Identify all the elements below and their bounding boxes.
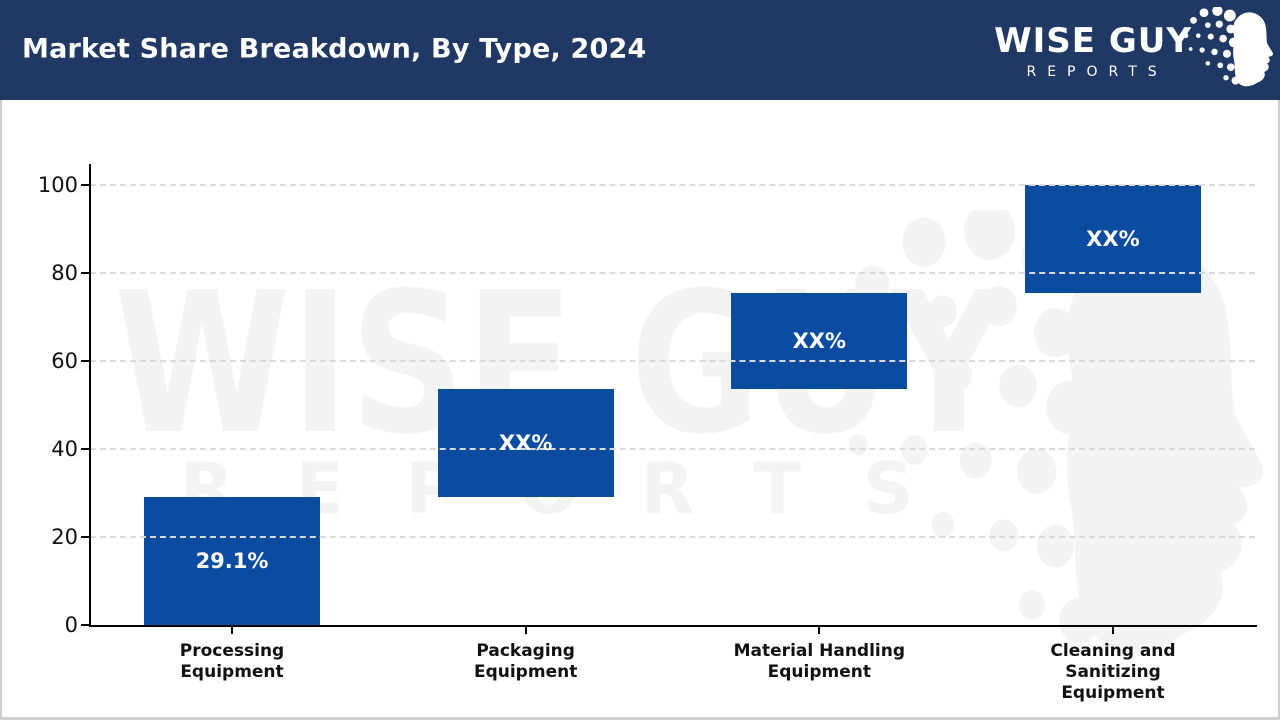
x-tick [524, 627, 527, 634]
y-tick-label: 80 [51, 261, 78, 285]
wiseguy-logo-text: WISE GUY REPORTS [994, 21, 1192, 80]
bar-material-handling-equipment [731, 292, 908, 390]
logo-name-text: WISE GUY [994, 20, 1192, 61]
gridline [90, 360, 1255, 362]
y-tick [81, 360, 90, 362]
category-label-line: Equipment [1061, 683, 1165, 703]
category-label-line: Equipment [473, 662, 578, 682]
x-tick [231, 627, 233, 634]
logo-sub-text: REPORTS [1026, 63, 1168, 80]
wiseguy-face-logo-icon [1183, 7, 1274, 87]
bar-value-label: XX% [792, 328, 847, 353]
gridline [90, 272, 1255, 274]
y-tick-label: 60 [51, 349, 78, 373]
chart-canvas: WISE GUY REPORTS 02040608010029.1%Proces… [0, 100, 1280, 720]
x-tick [1112, 627, 1114, 634]
category-label-line: Processing [179, 641, 285, 661]
page-title: Market Share Breakdown, By Type, 2024 [22, 33, 647, 65]
category-label-line: Equipment [767, 662, 871, 682]
category-label: Cleaning and Sanitizing Equipment [998, 641, 1228, 704]
y-tick-label: 20 [51, 525, 78, 549]
y-tick [81, 624, 90, 626]
gridline [90, 448, 1255, 450]
category-label: Packaging Equipment [411, 641, 641, 683]
category-label-line: Material Handling [733, 641, 906, 661]
bar-value-label: 29.1% [195, 548, 269, 573]
y-tick [81, 184, 90, 186]
y-tick-label: 40 [51, 437, 78, 461]
bar-packaging-equipment [437, 389, 614, 497]
category-label-line: Equipment [180, 662, 284, 682]
watermark-face-icon [822, 210, 1264, 653]
y-tick [81, 448, 90, 450]
header-band: Market Share Breakdown, By Type, 2024 WI… [0, 0, 1280, 100]
x-tick [818, 627, 821, 634]
gridline [90, 536, 1255, 538]
wiseguy-logo: WISE GUY REPORTS [994, 6, 1274, 94]
y-tick-label: 100 [37, 173, 78, 197]
y-tick [81, 272, 90, 274]
category-label: Processing Equipment [117, 641, 347, 683]
plot-area: 0 20 40 60 80 100 29.1% Processing Equipment XX% P… [2, 100, 1278, 717]
x-axis-line [89, 625, 1257, 627]
y-tick-label: 0 [64, 613, 78, 637]
bar-cleaning-and-sanitizing-equipment [1025, 185, 1201, 293]
category-label: Material Handling Equipment [704, 641, 934, 683]
gridline [90, 184, 1255, 186]
category-label-line: Sanitizing [1065, 662, 1161, 682]
category-label-line: Cleaning and [1050, 641, 1176, 661]
bar-processing-equipment [144, 496, 320, 625]
category-label-line: Packaging [476, 641, 575, 661]
y-tick [81, 536, 90, 538]
bar-value-label: XX% [1086, 226, 1140, 251]
y-axis-line [89, 164, 91, 627]
bar-value-label: XX% [498, 431, 553, 456]
